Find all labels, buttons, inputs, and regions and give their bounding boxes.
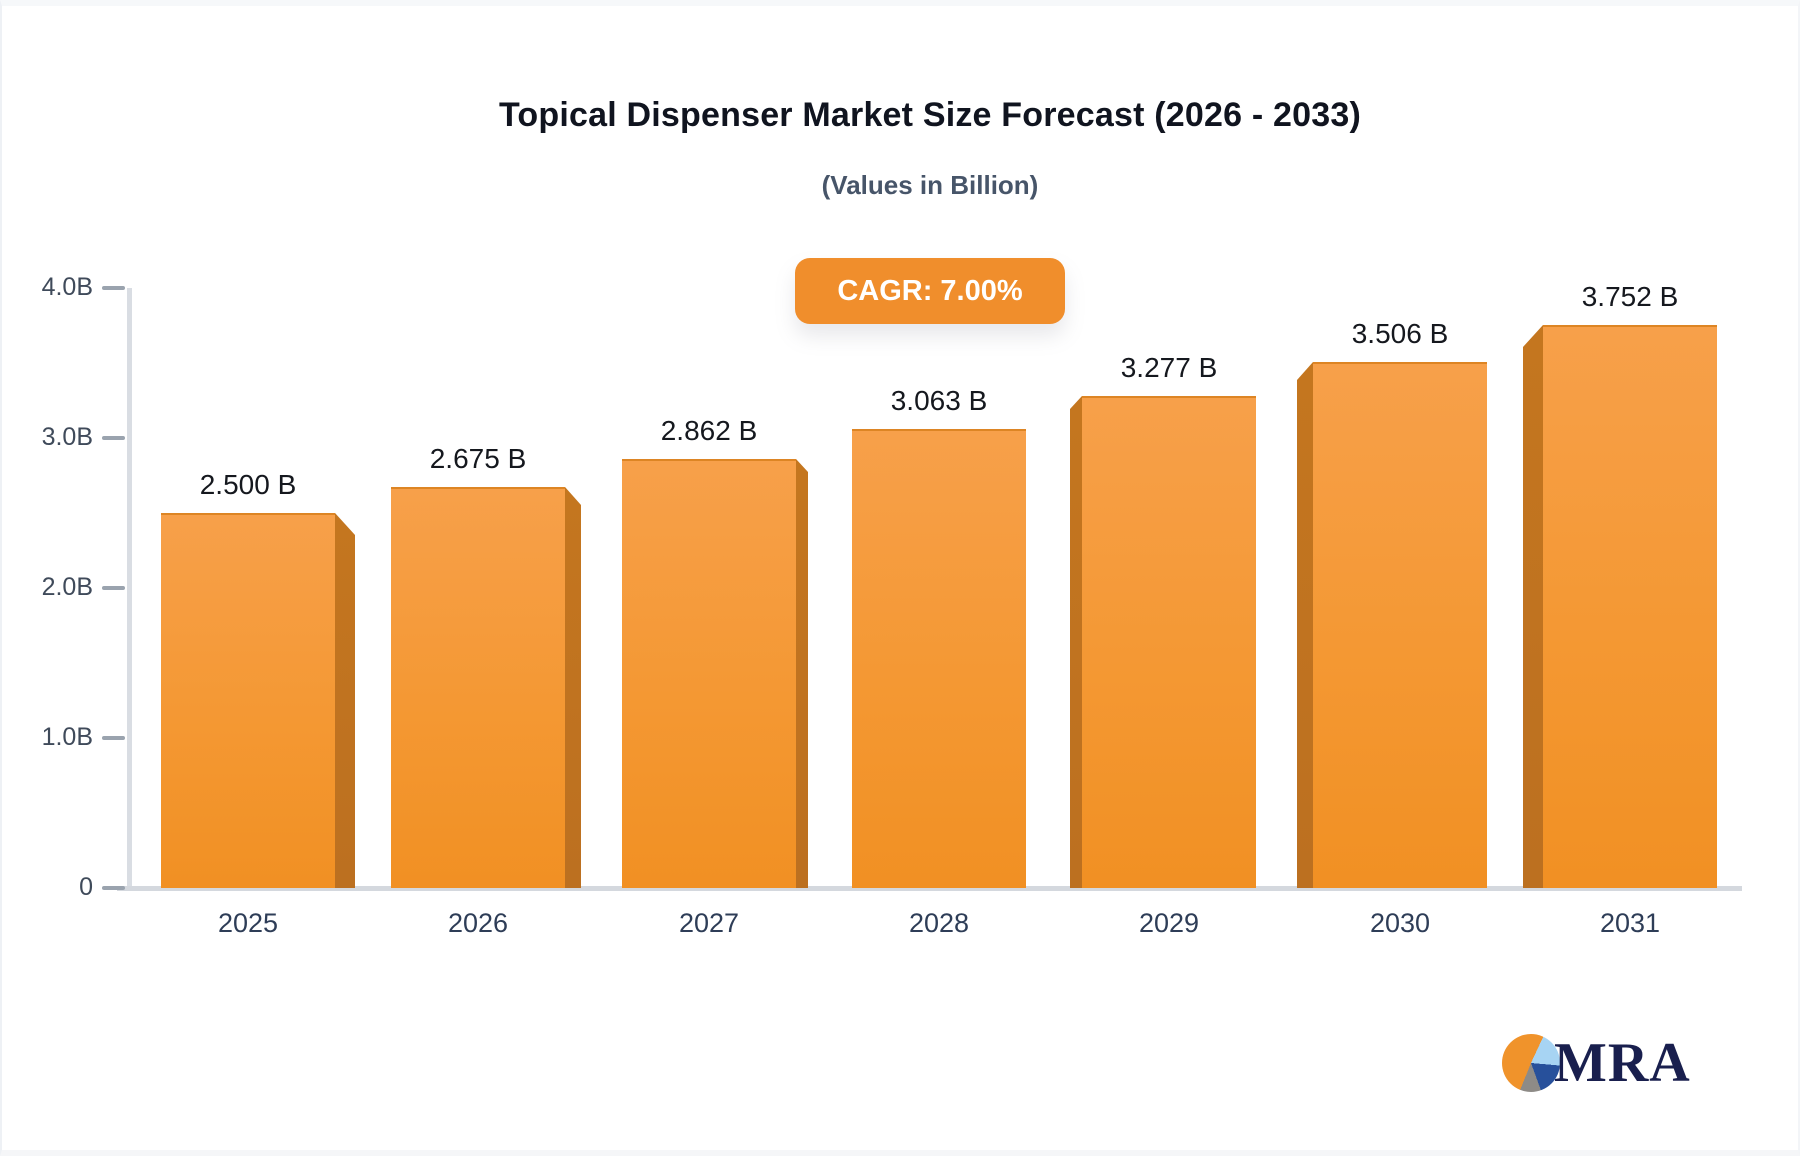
y-axis-tick-label: 0	[79, 873, 93, 901]
y-axis-tick-label: 2.0B	[41, 573, 93, 601]
bar-value-label-2027: 2.862 B	[660, 415, 758, 446]
y-axis-tick-mark	[102, 436, 125, 440]
bar-side-panel-2027	[796, 459, 808, 888]
bar-value-label-2030: 3.506 B	[1351, 318, 1449, 349]
x-axis-label-2030: 2030	[1369, 908, 1431, 938]
bar-side-panel-2031	[1523, 325, 1543, 888]
bar-face-2027	[622, 459, 796, 888]
cagr-badge-label: CAGR: 7.00%	[837, 274, 1023, 307]
chart-title: Topical Dispenser Market Size Forecast (…	[498, 96, 1362, 134]
bar-value-label-2026: 2.675 B	[429, 443, 527, 474]
x-axis-label-2028: 2028	[908, 908, 970, 938]
x-axis-label-2031: 2031	[1599, 908, 1661, 938]
y-axis-tick-mark	[102, 586, 125, 590]
bar-side-panel-2030	[1297, 362, 1313, 888]
y-axis-tick-mark	[102, 886, 125, 890]
x-axis-label-2026: 2026	[447, 908, 509, 938]
y-axis-line	[127, 288, 132, 891]
x-axis-label-2027: 2027	[678, 908, 740, 938]
bar-face-2025	[161, 513, 335, 888]
bar-face-2026	[391, 487, 565, 888]
bar-face-2028	[852, 429, 1026, 888]
bar-face-2031	[1543, 325, 1717, 888]
y-axis-tick-mark	[102, 736, 125, 740]
chart-subtitle: (Values in Billion)	[821, 170, 1039, 200]
pie-chart-logo-icon	[1502, 1034, 1560, 1092]
x-axis-baseline	[117, 886, 1742, 891]
bar-value-label-2028: 3.063 B	[890, 385, 988, 416]
bar-face-2029	[1082, 396, 1256, 888]
y-axis-tick-mark	[102, 286, 125, 290]
y-axis-tick-label: 4.0B	[41, 273, 93, 301]
y-axis-tick-label: 1.0B	[41, 723, 93, 751]
bar-value-label-2025: 2.500 B	[199, 469, 297, 500]
x-axis-label-2029: 2029	[1138, 908, 1200, 938]
bar-side-panel-2026	[565, 487, 581, 888]
bar-value-label-2031: 3.752 B	[1581, 281, 1679, 312]
y-axis-tick-label: 3.0B	[41, 423, 93, 451]
x-axis-label-2025: 2025	[217, 908, 279, 938]
bar-chart-plot-area: 4.0B 3.0B 2.0B 1.0B 0 2.500 B 2025 2.675 B 2026 2…	[42, 273, 1745, 938]
mra-logo: MRA	[1502, 1034, 1691, 1092]
cagr-badge: CAGR: 7.00%	[795, 258, 1065, 324]
bar-side-panel-2029	[1070, 396, 1082, 888]
bar-side-panel-2025	[335, 513, 355, 888]
bar-value-label-2029: 3.277 B	[1120, 352, 1218, 383]
bar-face-2030	[1313, 362, 1487, 888]
logo-text: MRA	[1554, 1032, 1691, 1094]
